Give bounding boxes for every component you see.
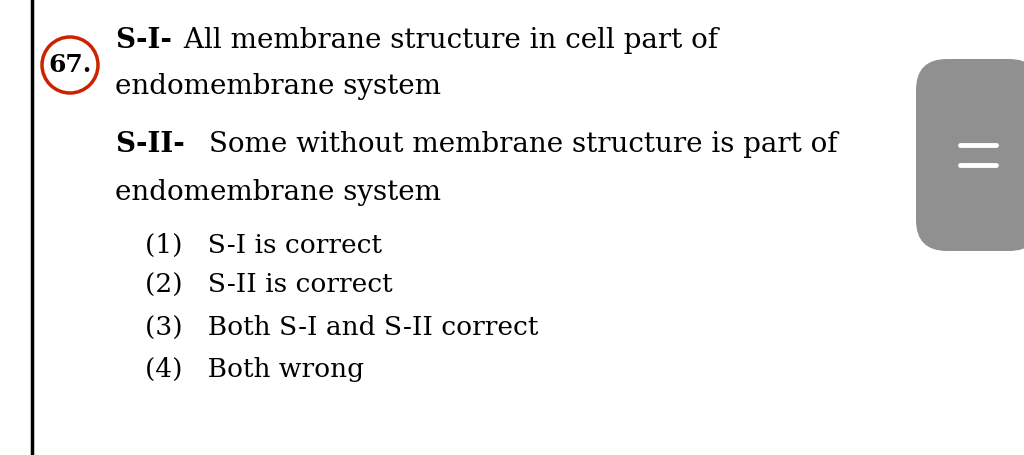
Text: (2)   S-II is correct: (2) S-II is correct	[145, 273, 392, 298]
Text: (1)   S-I is correct: (1) S-I is correct	[145, 233, 382, 258]
Text: 67.: 67.	[48, 53, 92, 77]
Text: endomembrane system: endomembrane system	[115, 74, 441, 101]
Text: Some without membrane structure is part of: Some without membrane structure is part …	[200, 131, 838, 158]
Text: S-I-: S-I-	[115, 26, 172, 54]
Text: (4)   Both wrong: (4) Both wrong	[145, 357, 365, 381]
FancyBboxPatch shape	[916, 59, 1024, 251]
Text: S-II-: S-II-	[115, 131, 184, 158]
Text: (3)   Both S-I and S-II correct: (3) Both S-I and S-II correct	[145, 314, 539, 339]
Text: endomembrane system: endomembrane system	[115, 180, 441, 207]
Text: All membrane structure in cell part of: All membrane structure in cell part of	[175, 26, 718, 54]
